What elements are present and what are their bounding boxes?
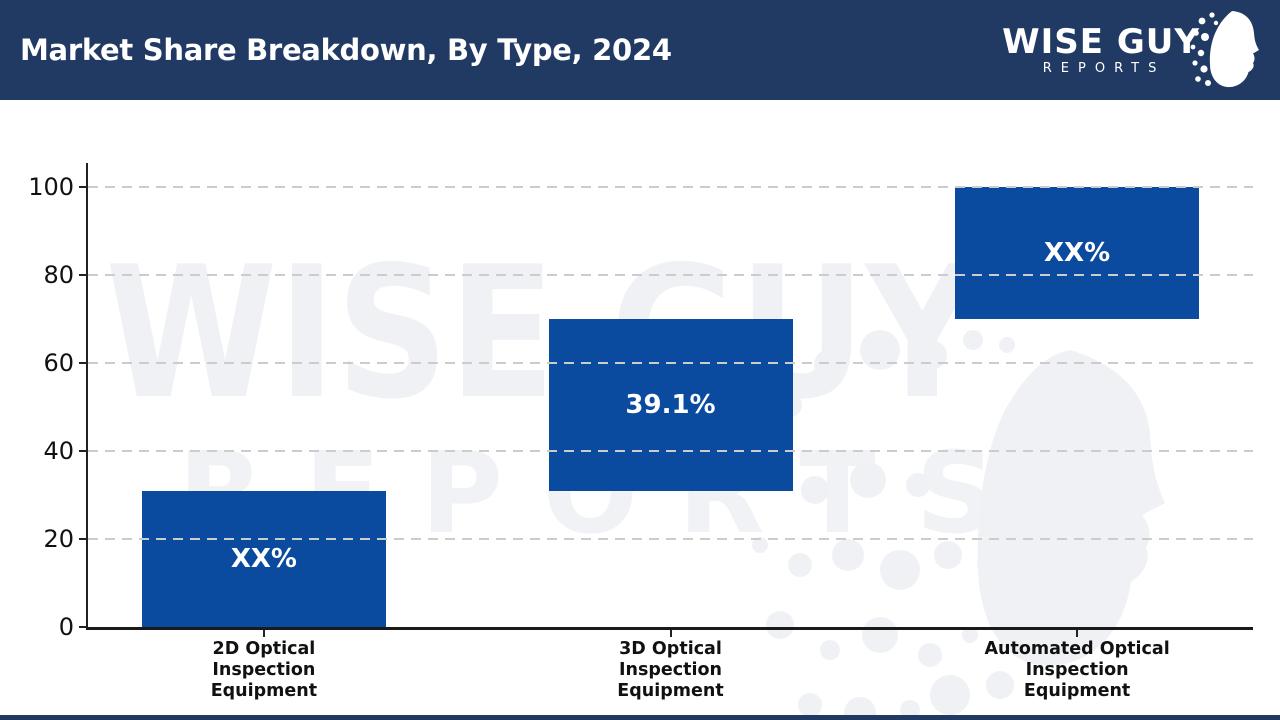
y-axis-tick — [79, 362, 87, 364]
y-gridline — [88, 274, 1253, 276]
logo-face-icon — [1190, 11, 1259, 88]
bar-value-label: XX% — [1044, 237, 1111, 268]
y-axis-tick-label: 20 — [43, 525, 74, 553]
bar-value-label: 39.1% — [625, 389, 716, 420]
x-axis-tick — [669, 630, 672, 637]
y-axis-tick-label: 80 — [43, 261, 74, 289]
x-axis-tick — [1076, 630, 1079, 637]
y-axis-tick-label: 60 — [43, 349, 74, 377]
x-axis-category-label: Automated Optical Inspection Equipment — [984, 639, 1170, 701]
y-axis-tick-label: 100 — [28, 173, 74, 201]
logo-reports-text: REPORTS — [1042, 61, 1166, 76]
bar-segment — [141, 490, 386, 627]
y-axis-tick — [79, 626, 87, 628]
bar-segment — [955, 187, 1200, 319]
x-axis-line — [86, 627, 1253, 630]
header-bar: Market Share Breakdown, By Type, 2024 WI… — [0, 0, 1280, 100]
y-axis-tick — [79, 538, 87, 540]
brand-logo: WISE GUY REPORTS — [1002, 7, 1266, 93]
y-axis-tick-label: 40 — [43, 437, 74, 465]
y-gridline — [88, 450, 1253, 452]
y-gridline — [88, 186, 1253, 188]
y-axis-tick — [79, 274, 87, 276]
footer-bar — [0, 715, 1280, 720]
page-title: Market Share Breakdown, By Type, 2024 — [20, 33, 672, 67]
y-gridline — [88, 538, 1253, 540]
y-axis-tick — [79, 186, 87, 188]
bar-segment — [548, 318, 793, 491]
plot: XX% 2D Optical Inspection Equipment 39.1% 3… — [0, 100, 1280, 715]
bar-value-label: XX% — [230, 543, 297, 574]
logo-brand-text: WISE GUY — [1002, 22, 1200, 62]
y-axis-line — [86, 163, 88, 630]
x-axis-tick — [262, 630, 265, 637]
chart-area: WISE GUY REPORTS — [0, 100, 1280, 715]
y-gridline — [88, 362, 1253, 364]
x-axis-category-label: 2D Optical Inspection Equipment — [210, 639, 318, 701]
y-axis-tick — [79, 450, 87, 452]
y-axis-tick-label: 0 — [58, 613, 74, 641]
x-axis-category-label: 3D Optical Inspection Equipment — [617, 639, 724, 701]
